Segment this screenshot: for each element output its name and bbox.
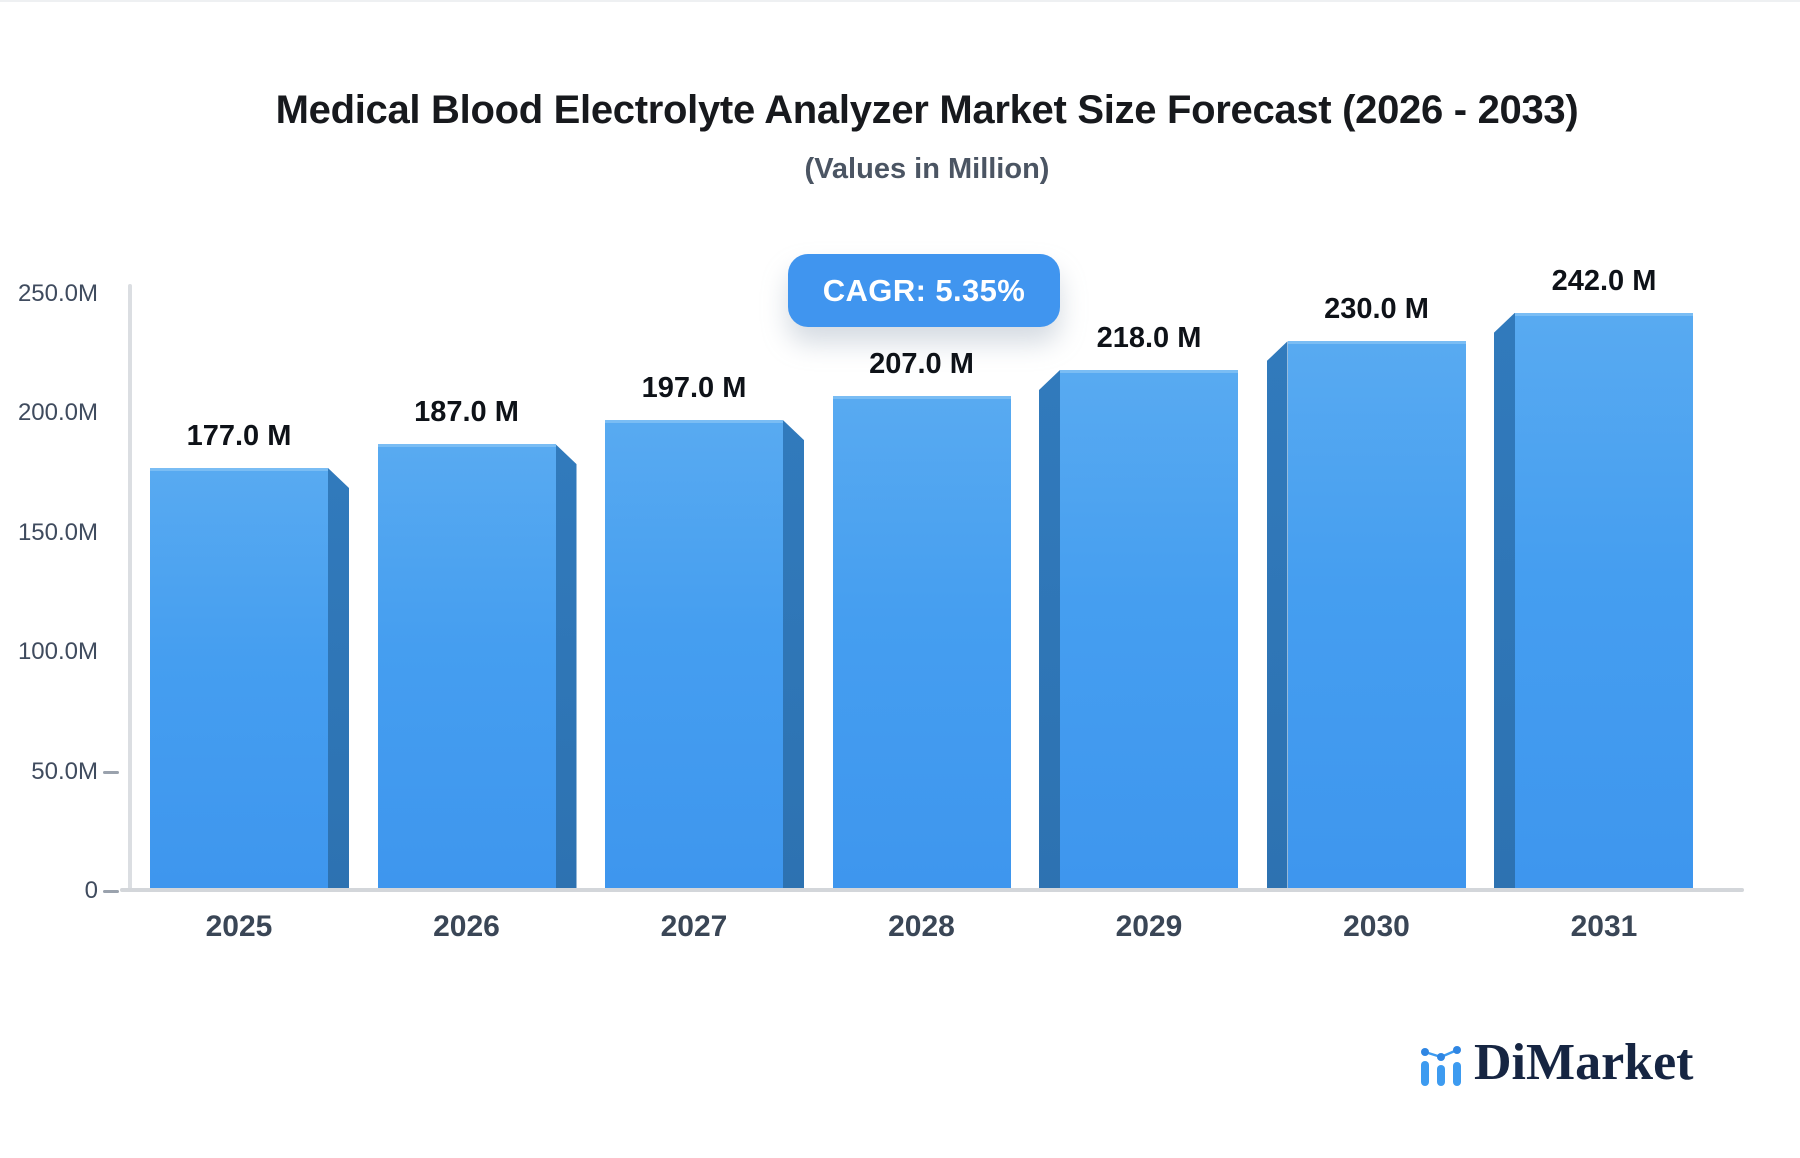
bar [1515, 312, 1693, 891]
x-axis-label: 2030 [1343, 910, 1410, 943]
x-axis-label: 2028 [888, 910, 955, 943]
x-axis-label: 2031 [1570, 910, 1638, 943]
x-axis-label: 2026 [433, 910, 500, 943]
bar [1287, 341, 1466, 891]
bar [150, 467, 328, 891]
x-axis-label: 2025 [205, 910, 273, 943]
cagr-badge-label: CAGR: 5.35% [822, 272, 1026, 308]
bar-value-label: 207.0 M [869, 348, 974, 381]
y-axis-label: 100.0M [17, 638, 98, 665]
y-axis-label: 200.0M [17, 399, 98, 426]
x-axis-label: 2029 [1115, 910, 1183, 943]
bar-value-label: 197.0 M [641, 372, 747, 405]
bar-side [1039, 369, 1060, 891]
logo-icon [1418, 1044, 1464, 1095]
bar-line-chart-logo-icon [1421, 1046, 1461, 1086]
y-axis-label: 150.0M [17, 518, 98, 546]
chart-subtitle: (Values in Million) [804, 153, 1050, 185]
y-axis-label: 250.0M [17, 279, 98, 307]
bar-value-label: 242.0 M [1551, 264, 1657, 297]
y-axis-label: 50.0M [31, 757, 98, 785]
bar-side [555, 444, 577, 891]
bar [1060, 369, 1238, 891]
bar-side [328, 467, 349, 891]
bar-value-label: 218.0 M [1096, 321, 1202, 354]
y-axis-label: 0 [84, 877, 98, 904]
chart-header: Medical Blood Electrolyte Analyzer Marke… [54, 88, 1800, 186]
bar-value-label: 230.0 M [1324, 293, 1429, 326]
bar [832, 396, 1011, 891]
logo-text: DiMarket [1474, 1034, 1694, 1091]
cagr-badge: CAGR: 5.35% [788, 254, 1060, 327]
x-axis-line [120, 888, 1744, 892]
bar-side [1266, 341, 1288, 891]
bar [605, 420, 783, 891]
bar-value-label: 177.0 M [186, 419, 292, 452]
bar-value-label: 187.0 M [414, 396, 519, 429]
y-axis-tick [103, 770, 119, 774]
bar-side [783, 420, 804, 891]
bar-side [1494, 312, 1515, 891]
chart-title: Medical Blood Electrolyte Analyzer Marke… [275, 88, 1579, 132]
bar [377, 444, 556, 891]
y-axis-tick [103, 890, 119, 893]
x-axis-label: 2027 [660, 910, 728, 943]
y-axis-line [128, 284, 132, 890]
